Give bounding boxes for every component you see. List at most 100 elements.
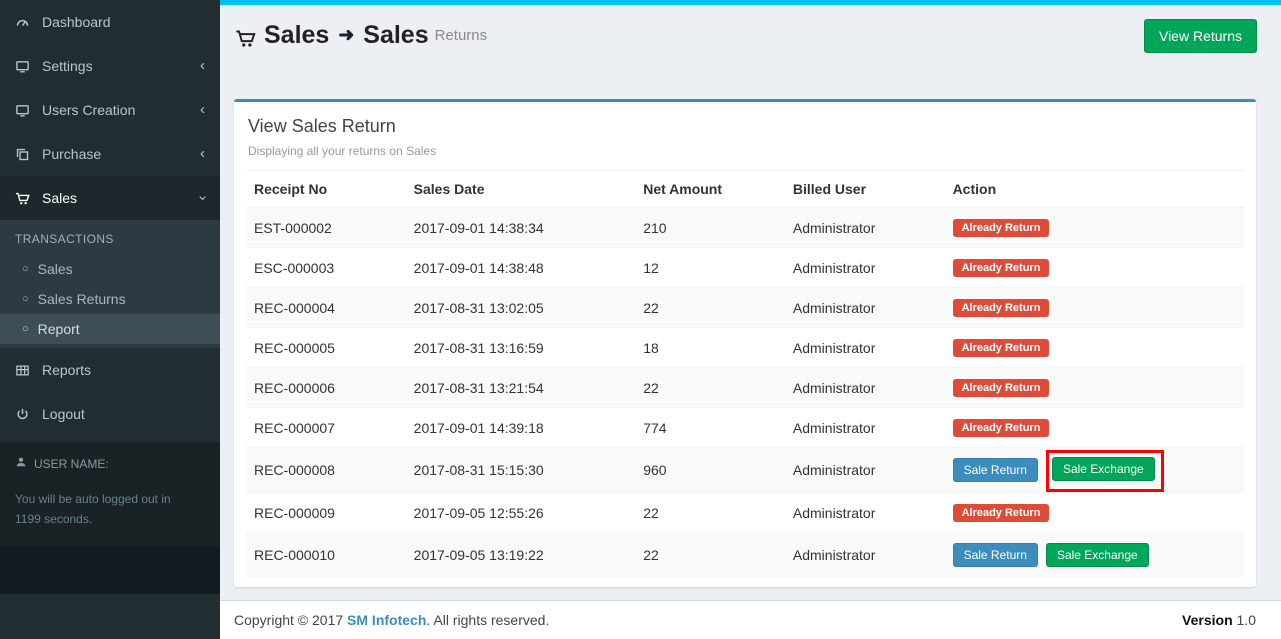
sidebar-item-label: Reports: [42, 362, 92, 378]
box-title: View Sales Return: [248, 116, 396, 136]
breadcrumb-sub-label: Returns: [434, 27, 488, 44]
box-body: Receipt No Sales Date Net Amount Billed …: [234, 164, 1256, 587]
circle-icon: ○: [22, 322, 29, 335]
billed-user-cell: Administrator: [784, 492, 945, 533]
table-row: REC-000008 2017-08-31 15:15:30 960 Administ…: [246, 447, 1244, 493]
box-header: View Sales Return Displaying all your re…: [234, 102, 1256, 164]
sidebar-item-purchase[interactable]: Purchase ‹: [0, 132, 220, 176]
table-row: REC-000004 2017-08-31 13:02:05 22 Administr…: [246, 287, 1244, 328]
table-row: REC-000006 2017-08-31 13:21:54 22 Administr…: [246, 367, 1244, 408]
sales-date-cell: 2017-08-31 15:15:30: [405, 447, 636, 493]
column-header-net-amount: Net Amount: [635, 170, 785, 208]
breadcrumb-sales-second: Sales: [363, 21, 429, 49]
box-subtitle: Displaying all your returns on Sales: [248, 144, 437, 158]
version-text: Version 1.0: [1182, 612, 1256, 628]
view-returns-button[interactable]: View Returns: [1143, 19, 1257, 53]
billed-user-cell: Administrator: [784, 532, 945, 577]
billed-user-cell: Administrator: [784, 287, 945, 328]
sidebar-item-label: Logout: [42, 406, 85, 422]
copyright-text: Copyright © 2017 SM Infotech. All rights…: [234, 612, 549, 628]
action-cell: Already Return: [944, 247, 1244, 288]
sales-return-box: View Sales Return Displaying all your re…: [234, 99, 1256, 587]
receipt-no-cell: REC-000006: [246, 367, 406, 408]
table-header: Receipt No Sales Date Net Amount Billed …: [246, 170, 1244, 208]
sidebar-item-dashboard[interactable]: Dashboard: [0, 0, 220, 44]
sales-date-cell: 2017-09-01 14:38:48: [405, 247, 636, 288]
sales-date-cell: 2017-09-05 13:19:22: [405, 532, 636, 577]
chevron-left-icon: ‹: [200, 101, 205, 118]
sidebar-item-label: Dashboard: [42, 14, 111, 30]
net-amount-cell: 22: [635, 532, 785, 577]
receipt-no-cell: REC-000008: [246, 447, 406, 493]
sidebar-item-logout[interactable]: Logout: [0, 392, 220, 436]
company-link[interactable]: SM Infotech: [347, 612, 427, 628]
submenu-item-sales[interactable]: ○ Sales: [0, 254, 220, 284]
already-return-badge: Already Return: [952, 339, 1050, 357]
sidebar: Dashboard Settings ‹ Users Creation ‹ Pu…: [0, 0, 220, 639]
net-amount-cell: 960: [635, 447, 785, 493]
sales-return-table: Receipt No Sales Date Net Amount Billed …: [246, 170, 1244, 577]
table-row: EST-000002 2017-09-01 14:38:34 210 Administ…: [246, 207, 1244, 248]
submenu-item-sales-returns[interactable]: ○ Sales Returns: [0, 284, 220, 314]
receipt-no-cell: EST-000002: [246, 207, 406, 248]
sales-return-table-body: EST-000002 2017-09-01 14:38:34 210 Administ…: [246, 207, 1244, 577]
cart-icon: [15, 191, 32, 206]
already-return-badge: Already Return: [952, 379, 1050, 397]
user-icon: [15, 456, 27, 471]
submenu-item-report[interactable]: ○ Report: [0, 314, 220, 344]
sales-date-cell: 2017-08-31 13:16:59: [405, 327, 636, 368]
receipt-no-cell: REC-000010: [246, 532, 406, 577]
chevron-left-icon: ‹: [200, 145, 205, 162]
circle-icon: ○: [22, 292, 29, 305]
billed-user-cell: Administrator: [784, 247, 945, 288]
receipt-no-cell: REC-000005: [246, 327, 406, 368]
footer: Copyright © 2017 SM Infotech. All rights…: [220, 600, 1281, 639]
already-return-badge: Already Return: [952, 299, 1050, 317]
sale-exchange-button[interactable]: Sale Exchange: [1045, 543, 1149, 567]
column-header-sales-date: Sales Date: [405, 170, 636, 208]
net-amount-cell: 774: [635, 407, 785, 448]
sales-submenu: TRANSACTIONS ○ Sales ○ Sales Returns ○ R…: [0, 220, 220, 348]
sale-return-button[interactable]: Sale Return: [952, 543, 1038, 567]
billed-user-cell: Administrator: [784, 447, 945, 493]
sales-date-cell: 2017-08-31 13:21:54: [405, 367, 636, 408]
sales-date-cell: 2017-08-31 13:02:05: [405, 287, 636, 328]
sales-date-cell: 2017-09-01 14:39:18: [405, 407, 636, 448]
net-amount-cell: 22: [635, 367, 785, 408]
billed-user-cell: Administrator: [784, 367, 945, 408]
billed-user-cell: Administrator: [784, 327, 945, 368]
sidebar-item-label: Users Creation: [42, 102, 136, 118]
sales-date-cell: 2017-09-01 14:38:34: [405, 207, 636, 248]
submenu-item-label: Sales: [37, 261, 73, 277]
net-amount-cell: 22: [635, 492, 785, 533]
content-header: Sales ➜ Sales Returns View Returns: [220, 5, 1281, 59]
table-icon: [15, 363, 32, 378]
receipt-no-cell: REC-000007: [246, 407, 406, 448]
billed-user-cell: Administrator: [784, 407, 945, 448]
gauge-icon: [15, 15, 32, 30]
column-header-receipt-no: Receipt No: [246, 170, 406, 208]
annotation-highlight-box: Sale Exchange: [1045, 450, 1164, 493]
action-cell: Already Return: [944, 407, 1244, 448]
auto-logout-message: You will be auto logged out in 1199 seco…: [15, 492, 171, 527]
sidebar-item-sales[interactable]: Sales ‹: [0, 176, 220, 220]
column-header-action: Action: [944, 170, 1244, 208]
version-label: Version: [1182, 612, 1233, 628]
action-cell: Already Return: [944, 327, 1244, 368]
billed-user-cell: Administrator: [784, 207, 945, 248]
sale-return-button[interactable]: Sale Return: [952, 458, 1038, 482]
sale-exchange-button[interactable]: Sale Exchange: [1051, 457, 1155, 482]
table-row: REC-000005 2017-08-31 13:16:59 18 Administr…: [246, 327, 1244, 368]
top-accent-bar: [220, 0, 1281, 5]
action-cell: Already Return: [944, 367, 1244, 408]
column-header-billed-user: Billed User: [784, 170, 945, 208]
net-amount-cell: 18: [635, 327, 785, 368]
sidebar-item-settings[interactable]: Settings ‹: [0, 44, 220, 88]
action-cell: Sale Return Sale Exchange: [944, 532, 1244, 577]
already-return-badge: Already Return: [952, 259, 1050, 277]
sidebar-item-reports[interactable]: Reports: [0, 348, 220, 392]
sidebar-item-users-creation[interactable]: Users Creation ‹: [0, 88, 220, 132]
action-cell: Already Return: [944, 207, 1244, 248]
content-section: View Sales Return Displaying all your re…: [220, 59, 1281, 587]
